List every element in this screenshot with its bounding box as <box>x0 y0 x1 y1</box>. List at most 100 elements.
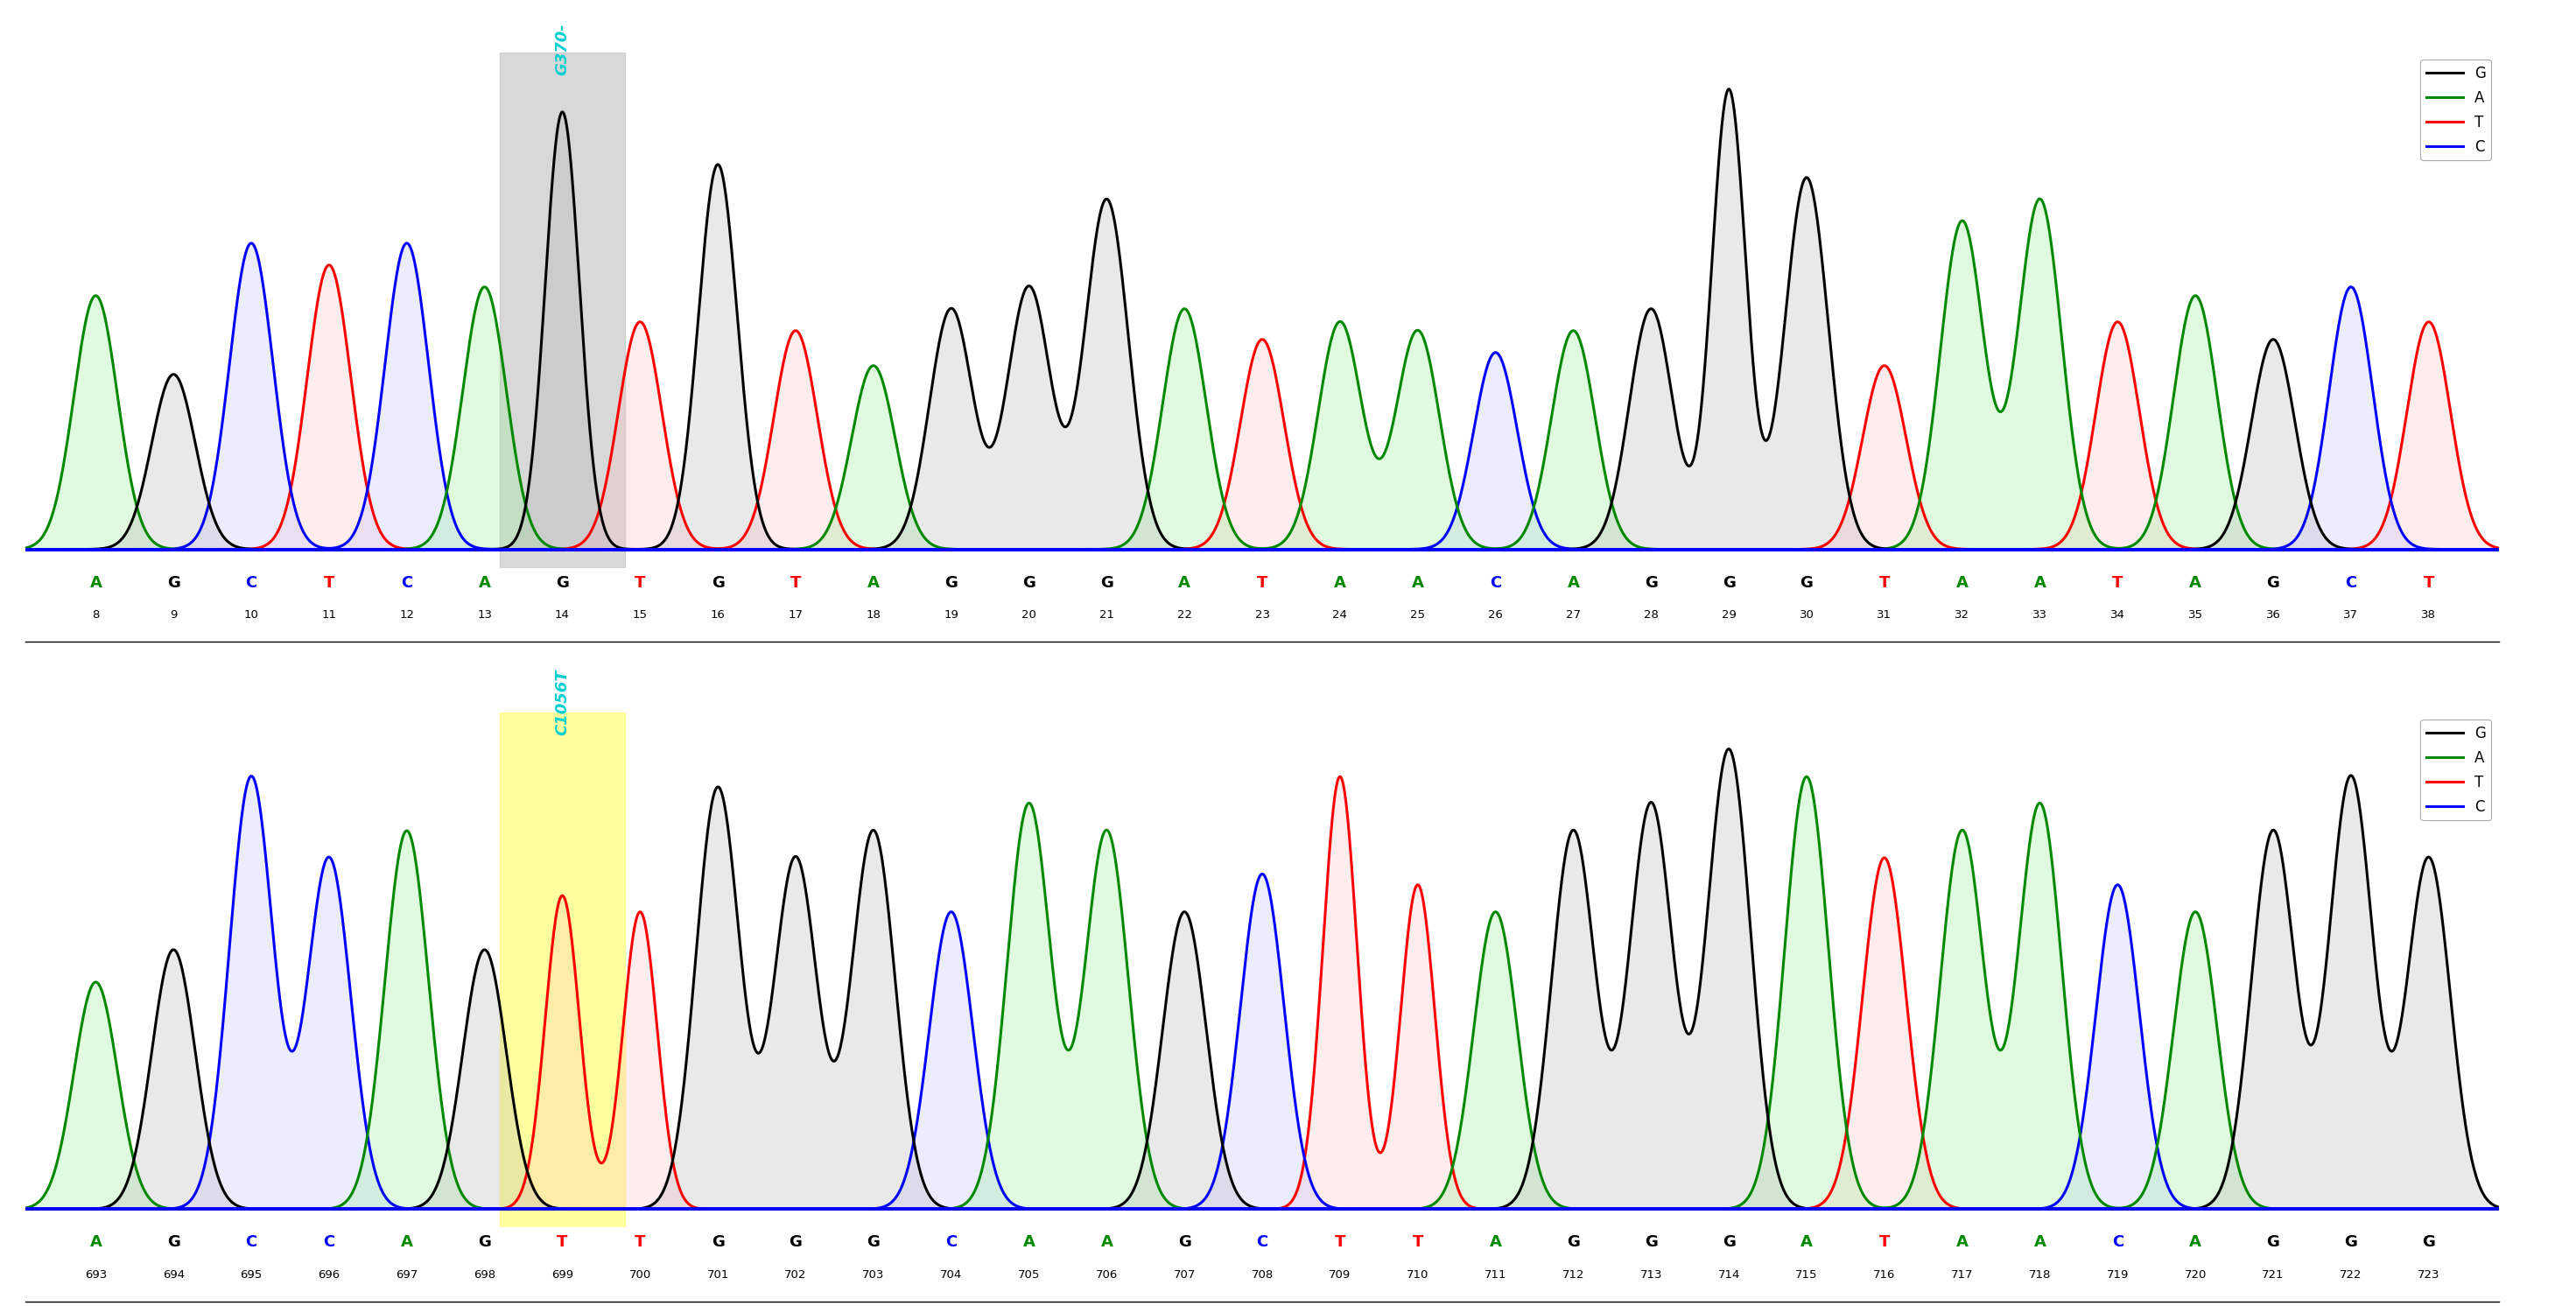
Text: 26: 26 <box>1489 609 1502 620</box>
Text: G: G <box>2421 1234 2434 1250</box>
Text: A: A <box>1412 575 1425 590</box>
Text: C: C <box>1257 1234 1267 1250</box>
Text: 706: 706 <box>1095 1269 1118 1280</box>
Text: G: G <box>788 1234 801 1250</box>
Text: 722: 722 <box>2339 1269 2362 1280</box>
Text: T: T <box>2112 575 2123 590</box>
Text: 718: 718 <box>2030 1269 2050 1280</box>
Text: 36: 36 <box>2267 609 2280 620</box>
Text: G: G <box>2267 1234 2280 1250</box>
Text: 714: 714 <box>1718 1269 1739 1280</box>
Text: G: G <box>2267 575 2280 590</box>
Text: G: G <box>945 575 958 590</box>
Text: 719: 719 <box>2107 1269 2128 1280</box>
Text: G: G <box>1100 575 1113 590</box>
Text: 721: 721 <box>2262 1269 2285 1280</box>
Text: 696: 696 <box>317 1269 340 1280</box>
Text: G: G <box>1177 1234 1190 1250</box>
Text: 717: 717 <box>1950 1269 1973 1280</box>
Text: T: T <box>556 1234 567 1250</box>
Text: 33: 33 <box>2032 609 2048 620</box>
Text: A: A <box>1955 1234 1968 1250</box>
Text: G: G <box>1801 575 1814 590</box>
Text: A: A <box>1955 575 1968 590</box>
Text: 708: 708 <box>1252 1269 1273 1280</box>
Text: 10: 10 <box>245 609 258 620</box>
Text: T: T <box>1412 1234 1422 1250</box>
Text: A: A <box>90 1234 103 1250</box>
Text: 9: 9 <box>170 609 178 620</box>
Text: A: A <box>90 575 103 590</box>
Text: 28: 28 <box>1643 609 1659 620</box>
Text: 34: 34 <box>2110 609 2125 620</box>
Text: 723: 723 <box>2416 1269 2439 1280</box>
Legend: G, A, T, C: G, A, T, C <box>2421 60 2491 161</box>
Text: 25: 25 <box>1409 609 1425 620</box>
Text: T: T <box>634 1234 647 1250</box>
Text: 16: 16 <box>711 609 726 620</box>
Text: 35: 35 <box>2187 609 2202 620</box>
Text: 30: 30 <box>1798 609 1814 620</box>
Text: 693: 693 <box>85 1269 106 1280</box>
Text: C: C <box>2112 1234 2123 1250</box>
Text: G: G <box>479 1234 492 1250</box>
Text: A: A <box>1801 1234 1814 1250</box>
Text: 716: 716 <box>1873 1269 1896 1280</box>
Text: 698: 698 <box>474 1269 495 1280</box>
Text: T: T <box>1257 575 1267 590</box>
Text: C: C <box>945 1234 956 1250</box>
Text: 695: 695 <box>240 1269 263 1280</box>
Text: T: T <box>2424 575 2434 590</box>
Text: 21: 21 <box>1100 609 1115 620</box>
Text: 22: 22 <box>1177 609 1193 620</box>
Text: C: C <box>1489 575 1502 590</box>
Text: T: T <box>1334 1234 1345 1250</box>
Text: 29: 29 <box>1721 609 1736 620</box>
Text: G: G <box>2344 1234 2357 1250</box>
Text: G: G <box>167 1234 180 1250</box>
Text: G: G <box>711 1234 724 1250</box>
Text: A: A <box>2035 1234 2045 1250</box>
Text: A: A <box>1566 575 1579 590</box>
Text: 38: 38 <box>2421 609 2437 620</box>
Bar <box>500 712 623 1228</box>
Text: G: G <box>711 575 724 590</box>
Text: 13: 13 <box>477 609 492 620</box>
Text: 37: 37 <box>2344 609 2360 620</box>
Text: 704: 704 <box>940 1269 963 1280</box>
Text: G: G <box>1723 1234 1736 1250</box>
Text: 24: 24 <box>1332 609 1347 620</box>
Text: 720: 720 <box>2184 1269 2208 1280</box>
Text: G: G <box>1723 575 1736 590</box>
Text: G370-: G370- <box>554 24 569 76</box>
Text: 710: 710 <box>1406 1269 1430 1280</box>
Text: A: A <box>1023 1234 1036 1250</box>
Text: A: A <box>1177 575 1190 590</box>
Text: G: G <box>167 575 180 590</box>
Text: A: A <box>2190 575 2202 590</box>
Text: 712: 712 <box>1561 1269 1584 1280</box>
Text: T: T <box>1878 575 1891 590</box>
Text: T: T <box>1878 1234 1891 1250</box>
Text: 32: 32 <box>1955 609 1971 620</box>
Text: C: C <box>245 575 258 590</box>
Text: G: G <box>1566 1234 1579 1250</box>
Text: 694: 694 <box>162 1269 185 1280</box>
Text: 700: 700 <box>629 1269 652 1280</box>
Text: 697: 697 <box>397 1269 417 1280</box>
Text: A: A <box>1334 575 1347 590</box>
Text: G: G <box>868 1234 881 1250</box>
Text: 713: 713 <box>1641 1269 1662 1280</box>
Text: 8: 8 <box>93 609 100 620</box>
Text: C: C <box>402 575 412 590</box>
Text: 11: 11 <box>322 609 337 620</box>
Text: 707: 707 <box>1175 1269 1195 1280</box>
Legend: G, A, T, C: G, A, T, C <box>2421 720 2491 820</box>
Text: C1056T: C1056T <box>554 669 569 735</box>
Text: A: A <box>402 1234 412 1250</box>
Text: T: T <box>325 575 335 590</box>
Text: A: A <box>868 575 878 590</box>
Text: 17: 17 <box>788 609 804 620</box>
Text: G: G <box>556 575 569 590</box>
Text: 699: 699 <box>551 1269 574 1280</box>
